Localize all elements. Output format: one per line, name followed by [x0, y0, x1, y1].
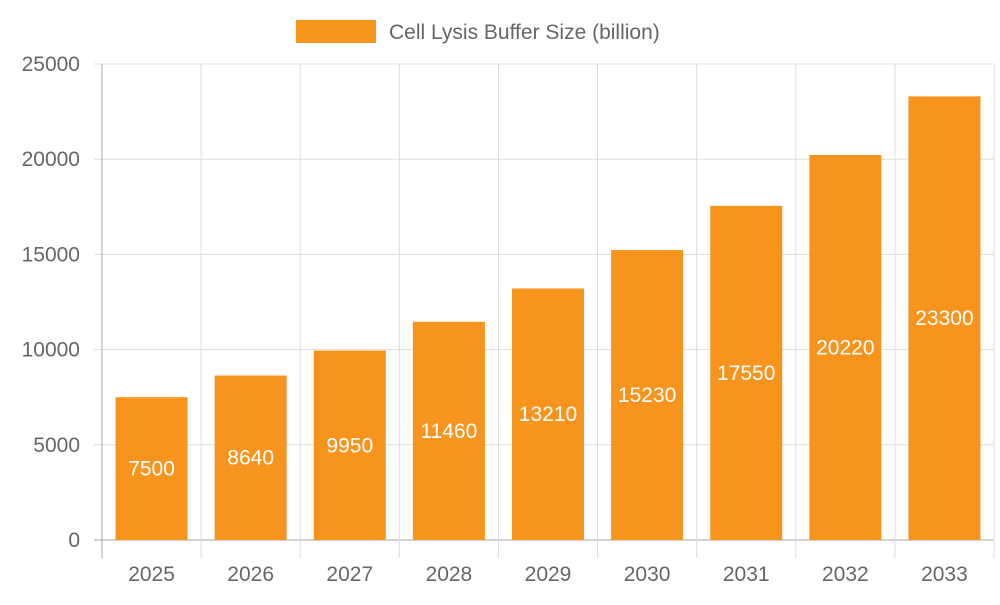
bar-data-label: 23300	[915, 307, 973, 330]
x-tick-label: 2026	[227, 563, 274, 586]
bar-data-label: 13210	[519, 403, 577, 426]
x-tick-label: 2029	[525, 563, 572, 586]
bar-series: 7500 8640 9950 11460 13210 15230 17550 20220 233…	[115, 96, 981, 541]
bar	[908, 96, 981, 541]
bar	[710, 205, 783, 540]
y-tick-label: 15000	[22, 243, 80, 266]
x-tick-label: 2032	[822, 563, 869, 586]
bar-data-label: 9950	[326, 434, 373, 457]
y-axis: 0 5000 10000 15000 20000 25000	[22, 53, 80, 552]
legend[interactable]: Cell Lysis Buffer Size (billion)	[296, 20, 660, 44]
x-tick-label: 2025	[128, 563, 175, 586]
bar	[512, 288, 584, 540]
y-tick-label: 20000	[22, 148, 80, 171]
bar-data-label: 8640	[227, 447, 274, 470]
y-tick-label: 25000	[22, 53, 80, 76]
y-tick-label: 5000	[33, 434, 80, 457]
bar	[611, 250, 684, 540]
grid-lines	[94, 63, 995, 558]
bar-data-label: 20220	[816, 337, 874, 360]
x-tick-label: 2031	[723, 563, 770, 586]
bar	[412, 321, 485, 540]
bar	[214, 375, 287, 540]
legend-label: Cell Lysis Buffer Size (billion)	[389, 21, 660, 44]
bar	[809, 155, 882, 540]
bar-data-label: 11460	[420, 420, 477, 443]
bar	[313, 350, 386, 540]
legend-swatch	[296, 20, 376, 43]
x-axis: 2025 2026 2027 2028 2029 2030 2031 2032 2033	[128, 563, 968, 586]
bar-data-label: 17550	[717, 362, 775, 385]
y-tick-label: 10000	[22, 339, 80, 362]
x-tick-label: 2028	[426, 563, 473, 586]
bar-data-label: 15230	[618, 384, 676, 407]
x-tick-label: 2030	[624, 563, 671, 586]
x-tick-label: 2033	[921, 563, 968, 586]
bar	[115, 397, 188, 540]
bar-data-label: 7500	[128, 458, 175, 481]
y-tick-label: 0	[68, 529, 80, 552]
x-tick-label: 2027	[326, 563, 373, 586]
